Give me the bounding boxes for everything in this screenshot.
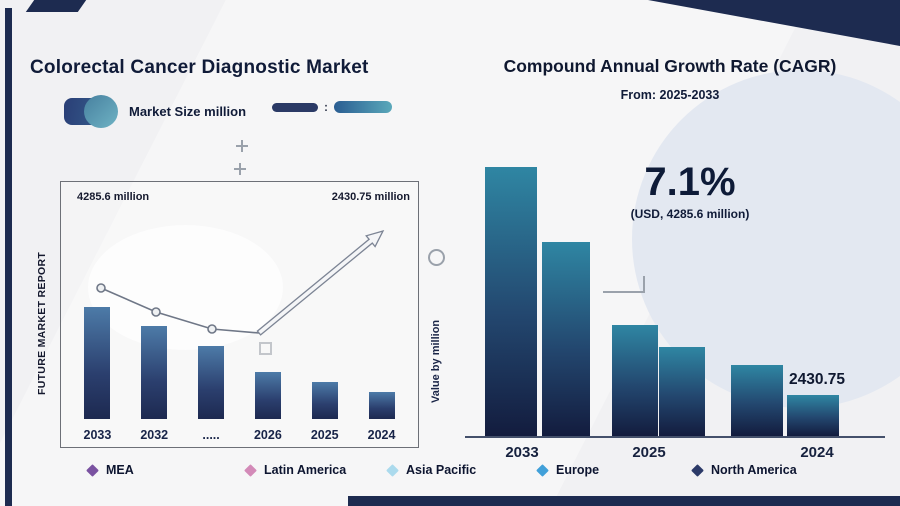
scale-pills: : bbox=[272, 101, 392, 113]
market-bar-2024 bbox=[368, 392, 395, 419]
cagr-bar-2025-2 bbox=[659, 347, 705, 436]
legend-label: Asia Pacific bbox=[406, 463, 477, 477]
market-bar-2025 bbox=[311, 382, 338, 419]
circle-outline-icon bbox=[428, 249, 445, 266]
bar-cell bbox=[126, 279, 183, 419]
x-tick-label-2026: 2026 bbox=[253, 428, 282, 442]
peak-value-label: 4285.6 million bbox=[77, 191, 150, 203]
bar-cell bbox=[69, 279, 126, 419]
market-size-legend: Market Size million bbox=[64, 95, 246, 128]
cagr-value: 7.1% bbox=[644, 160, 736, 204]
x-tick-label-2033: 2033 bbox=[505, 444, 539, 461]
value-axis-label: Value by million bbox=[430, 319, 442, 403]
x-tick-label-2025: 2025 bbox=[310, 428, 339, 442]
x-tick-label-mid: ..... bbox=[202, 428, 220, 442]
cagr-bar-2024-1 bbox=[731, 365, 783, 436]
bar-cell bbox=[353, 279, 410, 419]
bar-cell bbox=[296, 279, 353, 419]
legend-diamond-icon bbox=[691, 463, 704, 477]
cagr-bar-2033-2 bbox=[542, 242, 590, 436]
right-chart-title: Compound Annual Growth Rate (CAGR) bbox=[503, 56, 837, 76]
x-tick-label-2032: 2032 bbox=[140, 428, 169, 442]
square-outline-icon bbox=[259, 342, 272, 355]
market-bar-2026 bbox=[254, 372, 281, 419]
line-marker-icon bbox=[207, 324, 217, 334]
legend-item-north-america: North America bbox=[691, 463, 797, 477]
cagr-stat: 7.1% (USD, 4285.6 million) bbox=[580, 160, 800, 221]
base-value-label: 2430.75 million bbox=[331, 191, 410, 203]
x-tick-label-2024: 2024 bbox=[367, 428, 396, 442]
legend-label: Latin America bbox=[264, 463, 347, 477]
legend-item-europe: Europe bbox=[536, 463, 693, 477]
legend-diamond-icon bbox=[536, 463, 549, 477]
frame-bottom-edge bbox=[348, 496, 900, 506]
cylinder-face bbox=[84, 95, 118, 128]
market-size-cylinder-icon bbox=[64, 95, 118, 128]
frame-left-edge bbox=[5, 8, 12, 506]
trend-line-overlay bbox=[96, 229, 385, 336]
bar-cell bbox=[183, 279, 240, 419]
market-bar-2032 bbox=[141, 326, 168, 419]
legend-diamond-icon bbox=[244, 463, 257, 477]
cagr-bar-2024-2 bbox=[787, 395, 839, 436]
plus-icon bbox=[236, 140, 248, 152]
cagr-caption: (USD, 4285.6 million) bbox=[630, 207, 750, 221]
line-marker-icon bbox=[151, 307, 161, 317]
market-bar-mid bbox=[198, 346, 225, 419]
pill-separator: : bbox=[324, 100, 328, 114]
legend-item-latin-america: Latin America bbox=[244, 463, 388, 477]
pill-dark-icon bbox=[272, 102, 318, 112]
x-tick-label-2025: 2025 bbox=[632, 444, 666, 461]
value-callout: 2430.75 bbox=[789, 371, 846, 388]
x-tick-label-2024: 2024 bbox=[800, 444, 834, 461]
left-chart-xlabels: 2033 2032..... 2026 2025 2024 bbox=[69, 428, 410, 442]
bar-cell bbox=[239, 279, 296, 419]
line-marker-icon bbox=[96, 283, 106, 293]
cagr-bar-2025-1 bbox=[612, 325, 658, 436]
corner-line-decoration bbox=[603, 276, 645, 293]
cagr-period-label: From: 2025-2033 bbox=[620, 88, 720, 102]
pill-teal-icon bbox=[334, 101, 392, 113]
plus-icon bbox=[234, 163, 246, 175]
growth-arrow-icon bbox=[256, 229, 385, 336]
left-chart-bars bbox=[69, 279, 410, 419]
market-bar-2033 bbox=[84, 307, 111, 419]
market-size-chart: 4285.6 million 2430.75 million 2033 2032.… bbox=[60, 181, 419, 448]
legend-label: Europe bbox=[556, 463, 600, 477]
right-chart-bars bbox=[465, 150, 885, 438]
legend-item-mea: MEA bbox=[86, 463, 246, 477]
left-chart-title: Colorectal Cancer Diagnostic Market bbox=[30, 57, 369, 78]
cagr-bar-2033-1 bbox=[485, 167, 537, 436]
future-market-report-label: FUTURE MARKET REPORT bbox=[36, 251, 48, 395]
legend-item-asia-pacific: Asia Pacific bbox=[386, 463, 538, 477]
legend-diamond-icon bbox=[386, 463, 399, 477]
region-legend: MEA Latin America Asia Pacific Europe North … bbox=[86, 463, 797, 477]
legend-diamond-icon bbox=[86, 463, 99, 477]
legend-label: MEA bbox=[106, 463, 134, 477]
market-size-legend-label: Market Size million bbox=[129, 104, 247, 119]
right-chart-xlabels: 2033 2025 2024 bbox=[465, 444, 885, 466]
legend-label: North America bbox=[711, 463, 797, 477]
x-tick-label-2033: 2033 bbox=[83, 428, 112, 442]
background-blob bbox=[88, 225, 283, 350]
